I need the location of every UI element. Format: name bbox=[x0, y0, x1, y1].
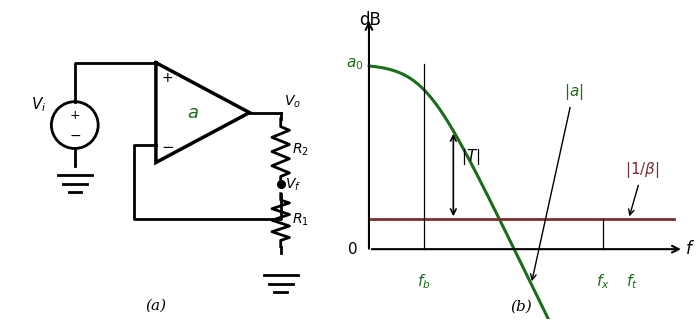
Text: (a): (a) bbox=[146, 299, 167, 313]
Text: 0: 0 bbox=[348, 242, 358, 257]
Text: $a_0$: $a_0$ bbox=[346, 57, 364, 72]
Text: $-$: $-$ bbox=[69, 128, 81, 142]
Text: dB: dB bbox=[359, 11, 381, 29]
Text: (b): (b) bbox=[510, 300, 533, 314]
Text: $R_1$: $R_1$ bbox=[292, 212, 309, 228]
Text: $-$: $-$ bbox=[160, 138, 174, 153]
Text: $|1/\beta|$: $|1/\beta|$ bbox=[625, 160, 660, 215]
Text: $+$: $+$ bbox=[69, 109, 80, 122]
Text: $|a|$: $|a|$ bbox=[531, 82, 583, 280]
Text: $f_b$: $f_b$ bbox=[417, 272, 431, 291]
Text: $+$: $+$ bbox=[160, 71, 173, 85]
Text: $V_o$: $V_o$ bbox=[284, 94, 301, 110]
Text: $a$: $a$ bbox=[188, 104, 200, 122]
Text: $V_f$: $V_f$ bbox=[286, 176, 302, 192]
Text: $f_x$: $f_x$ bbox=[596, 272, 610, 291]
Text: $f_t$: $f_t$ bbox=[626, 272, 638, 291]
Text: $R_2$: $R_2$ bbox=[292, 142, 309, 158]
Text: $|T|$: $|T|$ bbox=[461, 147, 481, 167]
Text: $f$: $f$ bbox=[685, 240, 695, 258]
Text: $V_i$: $V_i$ bbox=[32, 96, 47, 114]
